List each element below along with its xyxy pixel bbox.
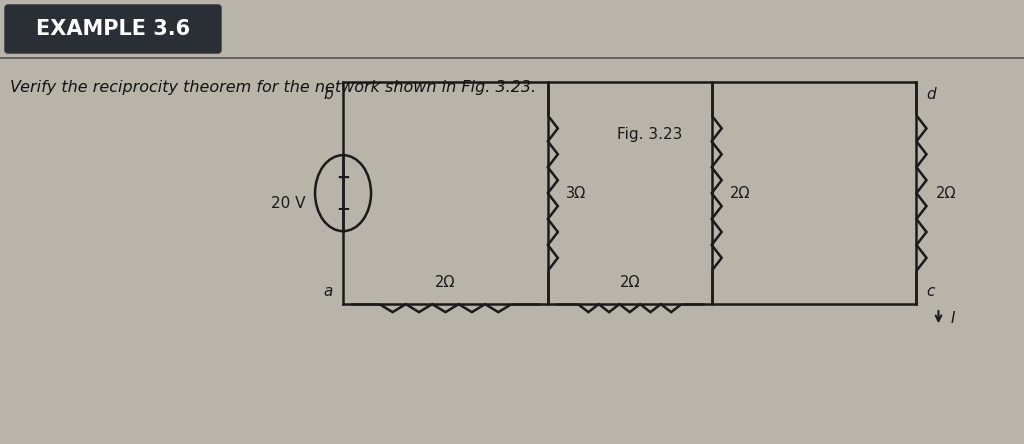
Text: 2Ω: 2Ω (435, 275, 456, 289)
Text: EXAMPLE 3.6: EXAMPLE 3.6 (36, 19, 190, 39)
Text: −: − (336, 199, 350, 218)
Text: +: + (336, 169, 350, 187)
Text: 2Ω: 2Ω (620, 275, 640, 289)
Text: 3Ω: 3Ω (566, 186, 586, 201)
Text: 2Ω: 2Ω (936, 186, 956, 201)
Text: Fig. 3.23: Fig. 3.23 (617, 127, 682, 142)
Text: 20 V: 20 V (270, 196, 305, 210)
Text: c: c (927, 284, 935, 299)
Text: Verify the reciprocity theorem for the network shown in Fig. 3.23.: Verify the reciprocity theorem for the n… (10, 80, 537, 95)
Text: a: a (324, 284, 333, 299)
Text: d: d (927, 87, 936, 102)
Text: I: I (950, 311, 955, 325)
Text: b: b (324, 87, 333, 102)
Text: 2Ω: 2Ω (729, 186, 750, 201)
FancyBboxPatch shape (5, 5, 221, 53)
